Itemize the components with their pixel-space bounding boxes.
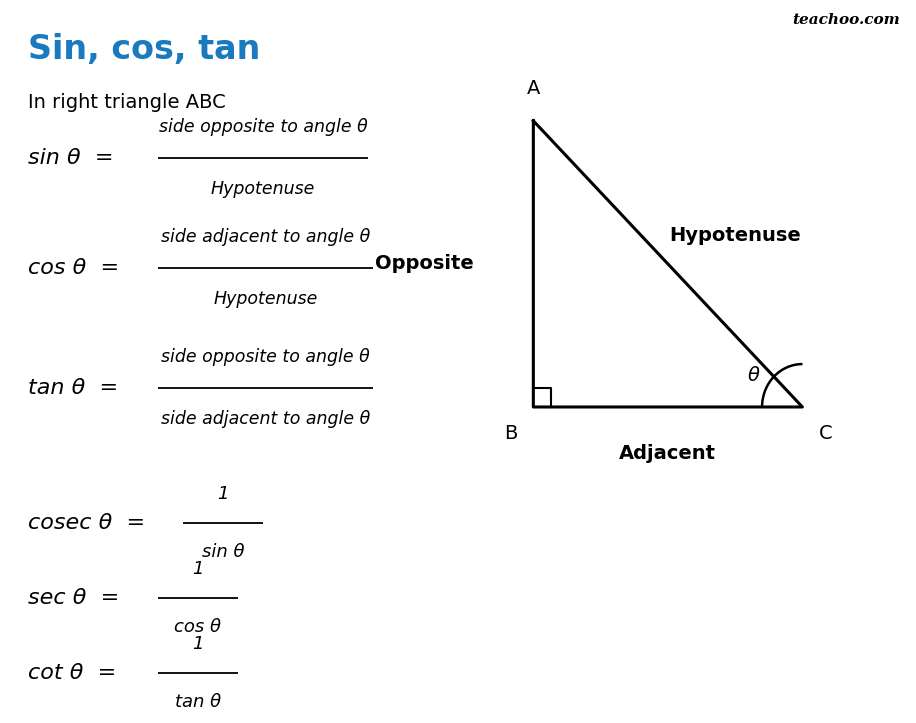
Text: A: A <box>527 79 540 98</box>
Text: 1: 1 <box>192 560 203 578</box>
Text: Hypotenuse: Hypotenuse <box>670 226 801 245</box>
Text: Hypotenuse: Hypotenuse <box>211 180 315 198</box>
Text: B: B <box>504 424 518 443</box>
Text: Sin, cos, tan: Sin, cos, tan <box>28 33 260 66</box>
Text: θ: θ <box>748 366 760 385</box>
Text: side adjacent to angle θ: side adjacent to angle θ <box>161 228 370 246</box>
Text: In right triangle ABC: In right triangle ABC <box>28 93 225 112</box>
Text: cosec θ  =: cosec θ = <box>28 513 145 533</box>
Text: cot θ  =: cot θ = <box>28 663 116 683</box>
Text: side adjacent to angle θ: side adjacent to angle θ <box>161 410 370 428</box>
Text: Hypotenuse: Hypotenuse <box>213 290 318 308</box>
Text: sec θ  =: sec θ = <box>28 588 119 608</box>
Text: Adjacent: Adjacent <box>619 444 716 463</box>
Text: cos θ: cos θ <box>175 618 222 636</box>
Text: teachoo.com: teachoo.com <box>792 13 900 27</box>
Text: C: C <box>819 424 832 443</box>
Text: sin θ  =: sin θ = <box>28 148 114 168</box>
Text: sin θ: sin θ <box>202 543 245 561</box>
Text: 1: 1 <box>192 635 203 653</box>
Text: side opposite to angle θ: side opposite to angle θ <box>161 348 370 366</box>
Text: side opposite to angle θ: side opposite to angle θ <box>158 118 367 136</box>
Text: cos θ  =: cos θ = <box>28 258 119 278</box>
Text: 1: 1 <box>217 485 229 503</box>
Text: tan θ  =: tan θ = <box>28 378 118 398</box>
Text: tan θ: tan θ <box>175 693 221 711</box>
Text: Opposite: Opposite <box>376 254 474 273</box>
